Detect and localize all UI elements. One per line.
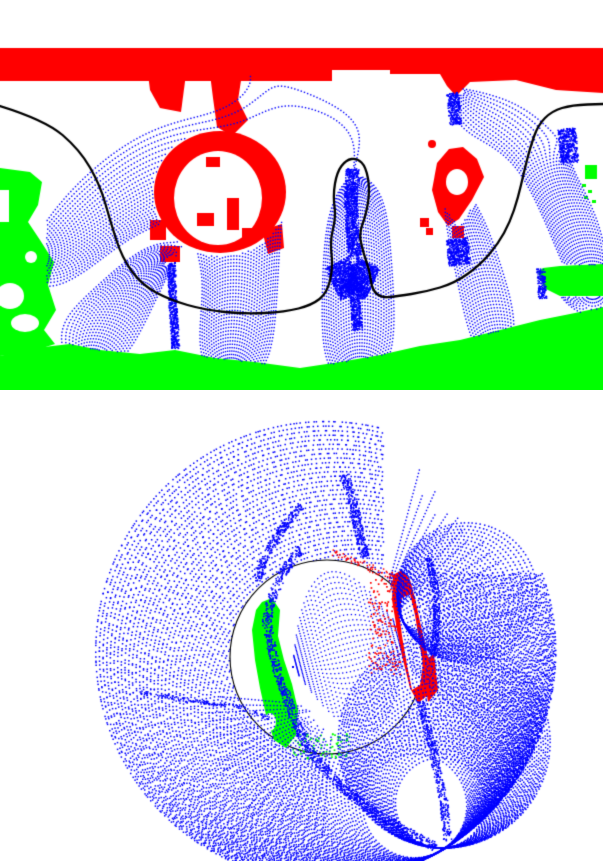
- synoptic-map-panel: [0, 0, 603, 390]
- sphere-3d-panel: [0, 390, 603, 861]
